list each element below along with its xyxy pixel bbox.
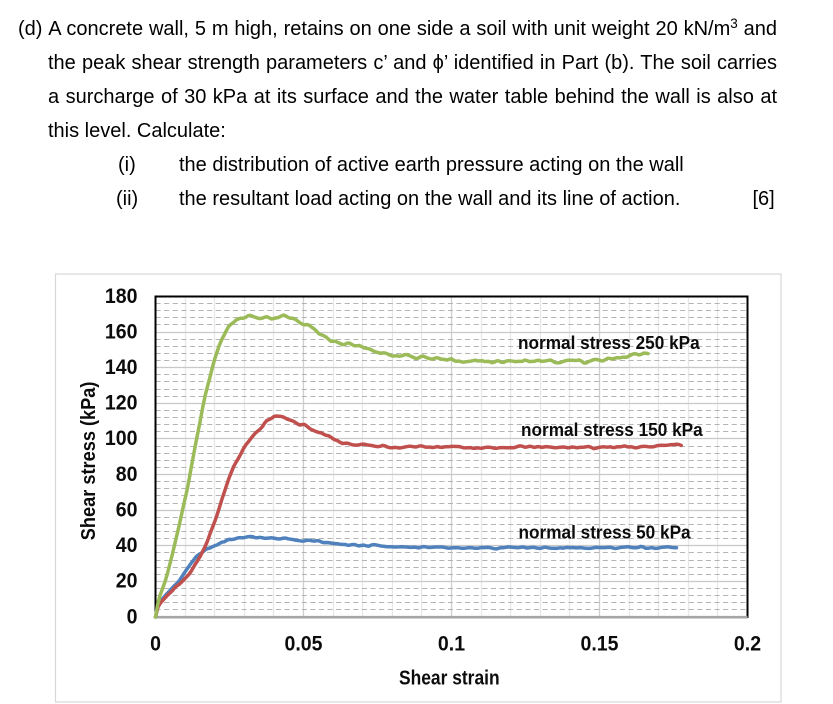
- svg-text:0.15: 0.15: [581, 633, 619, 656]
- svg-text:80: 80: [116, 463, 138, 486]
- svg-text:normal stress 250 kPa: normal stress 250 kPa: [518, 332, 701, 353]
- svg-text:40: 40: [116, 534, 138, 557]
- svg-text:120: 120: [105, 392, 138, 415]
- svg-text:Shear stress (kPa): Shear stress (kPa): [78, 382, 100, 541]
- svg-text:0.1: 0.1: [438, 633, 465, 656]
- svg-text:160: 160: [105, 321, 138, 344]
- svg-text:20: 20: [116, 570, 138, 593]
- svg-text:60: 60: [116, 499, 138, 522]
- svg-text:140: 140: [105, 356, 138, 379]
- svg-text:normal stress 150 kPa: normal stress 150 kPa: [521, 419, 704, 440]
- svg-text:100: 100: [105, 428, 138, 451]
- svg-text:0.2: 0.2: [734, 633, 761, 656]
- svg-text:0: 0: [150, 633, 161, 656]
- svg-text:180: 180: [105, 285, 138, 308]
- svg-text:Shear strain: Shear strain: [399, 666, 500, 688]
- svg-text:normal stress 50 kPa: normal stress 50 kPa: [519, 522, 692, 543]
- svg-text:0: 0: [127, 606, 138, 629]
- svg-text:0.05: 0.05: [285, 633, 323, 656]
